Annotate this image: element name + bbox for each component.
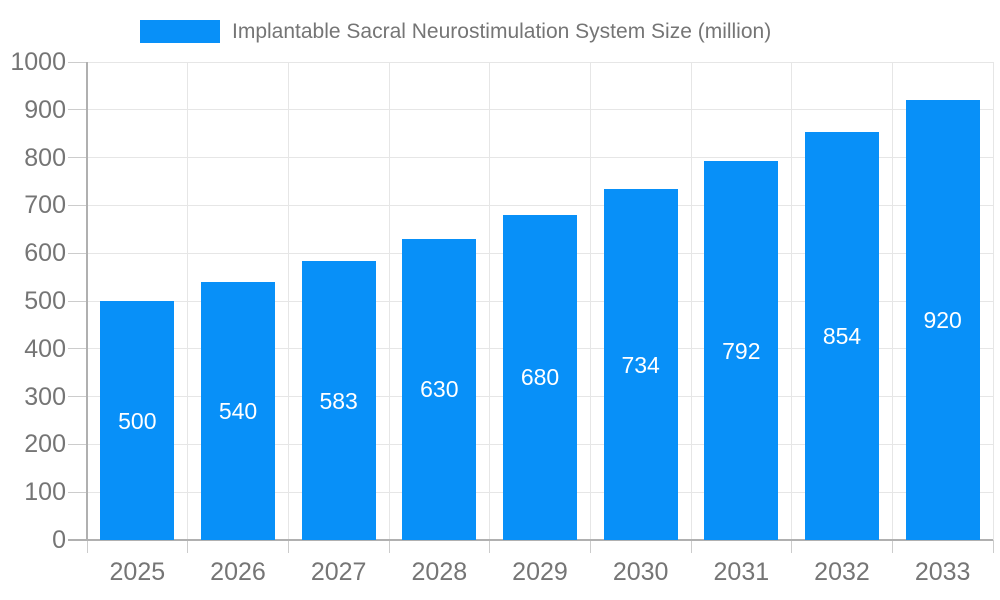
bar — [301, 261, 376, 540]
y-tick-label: 800 — [24, 143, 66, 172]
x-gridline — [187, 62, 189, 540]
bar — [503, 214, 577, 540]
bar-value-label: 500 — [118, 407, 157, 434]
y-tick-label: 0 — [52, 526, 66, 554]
x-tick — [992, 540, 994, 553]
bar — [201, 281, 275, 540]
x-tick — [589, 540, 591, 553]
y-tick-label: 900 — [24, 95, 66, 124]
y-tick — [68, 204, 87, 206]
bar — [100, 301, 175, 540]
x-tick-label: 2029 — [512, 558, 568, 586]
bar-value-label: 734 — [621, 351, 660, 378]
bar — [704, 161, 779, 540]
y-gridline — [87, 204, 993, 206]
y-tick — [68, 300, 87, 302]
x-tick-label: 2031 — [713, 558, 770, 586]
y-tick — [68, 252, 87, 254]
y-tick-label: 300 — [24, 382, 66, 411]
x-gridline — [690, 62, 692, 540]
legend: Implantable Sacral Neurostimulation Syst… — [140, 20, 771, 43]
x-tick — [287, 540, 289, 553]
y-tick-label: 600 — [24, 239, 66, 268]
x-tick — [791, 540, 793, 553]
y-gridline — [87, 109, 993, 111]
y-tick — [68, 348, 87, 350]
x-tick — [489, 540, 491, 553]
y-axis-line — [86, 62, 88, 540]
bar-value-label: 540 — [218, 397, 258, 424]
x-gridline — [589, 62, 591, 540]
x-tick-label: 2025 — [109, 558, 166, 586]
y-gridline — [87, 61, 993, 63]
y-tick-label: 200 — [24, 430, 66, 459]
x-gridline — [891, 62, 893, 540]
bar-value-label: 920 — [923, 307, 962, 334]
bar-value-label: 680 — [520, 364, 560, 391]
y-tick — [68, 396, 87, 398]
x-axis-line — [68, 539, 993, 541]
x-tick — [86, 540, 88, 553]
y-tick-label: 700 — [24, 191, 66, 220]
y-tick-label: 400 — [24, 334, 66, 363]
legend-swatch — [140, 20, 220, 43]
y-tick-label: 1000 — [10, 48, 66, 76]
x-gridline — [992, 62, 994, 540]
y-tick — [68, 443, 87, 445]
x-tick-label: 2027 — [310, 558, 367, 586]
y-tick — [68, 109, 87, 111]
x-gridline — [791, 62, 793, 540]
x-tick-label: 2032 — [814, 558, 870, 586]
legend-label: Implantable Sacral Neurostimulation Syst… — [232, 20, 772, 43]
x-tick — [891, 540, 893, 553]
bar — [805, 131, 879, 540]
bar-value-label: 583 — [319, 387, 358, 414]
x-gridline — [287, 62, 289, 540]
y-tick — [68, 157, 87, 159]
bar — [402, 238, 477, 540]
x-gridline — [489, 62, 491, 540]
y-tick-label: 100 — [24, 478, 66, 507]
bar-value-label: 792 — [722, 337, 761, 364]
bar-value-label: 854 — [822, 322, 862, 349]
x-gridline — [388, 62, 390, 540]
y-tick — [68, 61, 87, 63]
y-tick-label: 500 — [24, 287, 66, 315]
x-tick — [388, 540, 390, 553]
x-tick-label: 2033 — [914, 558, 971, 586]
bar — [905, 100, 980, 540]
bar-value-label: 630 — [420, 376, 459, 403]
x-tick-label: 2030 — [612, 558, 669, 586]
x-tick-label: 2028 — [411, 558, 468, 586]
y-gridline — [87, 157, 993, 159]
x-tick — [187, 540, 189, 553]
x-tick — [690, 540, 692, 553]
bar — [603, 189, 678, 540]
y-tick — [68, 491, 87, 493]
x-tick-label: 2026 — [210, 558, 266, 586]
